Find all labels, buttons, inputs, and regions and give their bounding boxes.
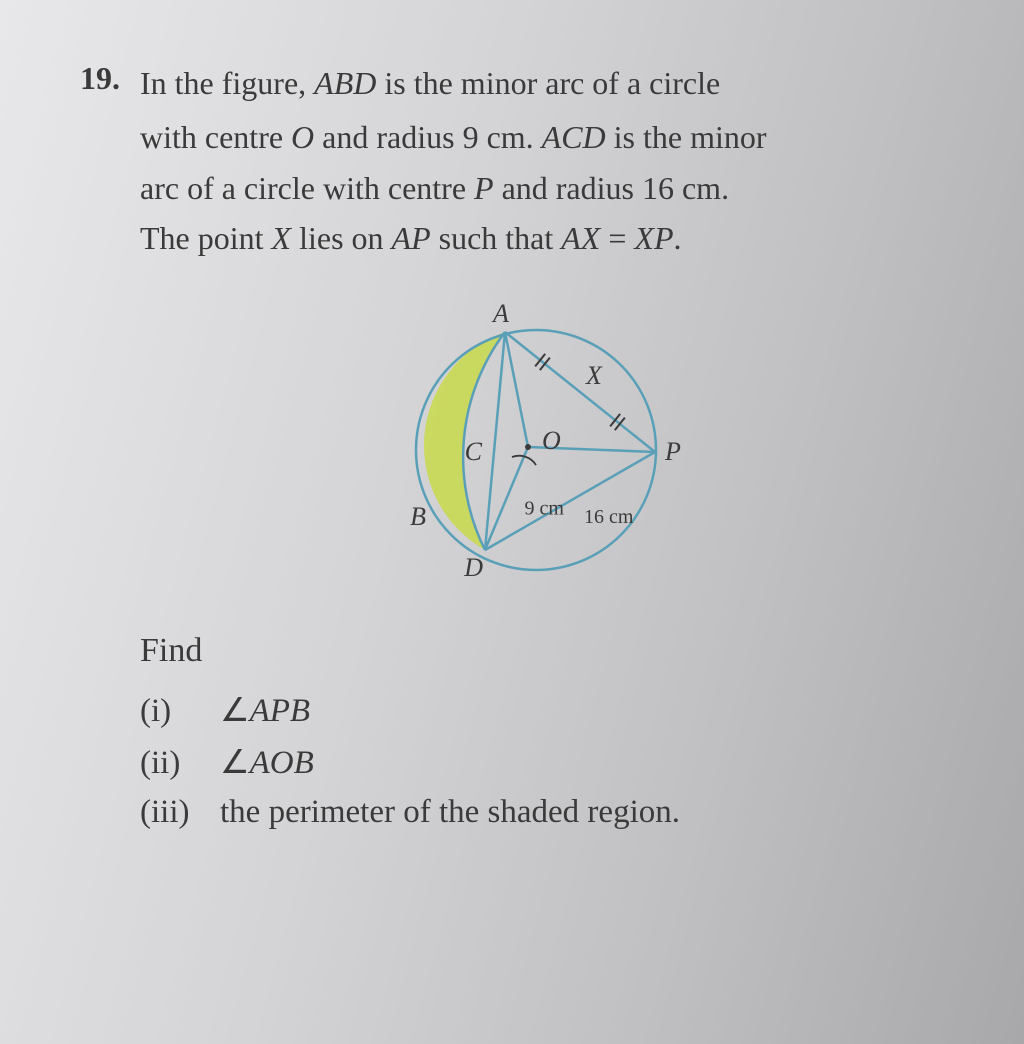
question-text-line-4: The point X lies on AP such that AX = XP… — [140, 215, 1000, 261]
text-fragment: with centre — [140, 119, 291, 155]
svg-text:A: A — [491, 299, 509, 328]
var-acd: ACD — [542, 119, 606, 155]
var-p: P — [474, 170, 494, 206]
text-fragment: such that — [431, 220, 562, 256]
geometry-diagram: A B C D O P X 9 cm 16 cm — [350, 292, 730, 592]
roman-i: (i) — [140, 693, 220, 730]
svg-text:B: B — [410, 502, 426, 531]
svg-text:O: O — [542, 426, 561, 455]
text-fragment: The point — [140, 220, 272, 256]
text-fragment: arc of a circle with centre — [140, 170, 474, 206]
text-fragment: is the minor arc of a circle — [376, 65, 720, 101]
question-first-line: 19. In the figure, ABD is the minor arc … — [80, 60, 1000, 106]
roman-ii: (ii) — [140, 745, 220, 782]
var-o: O — [291, 119, 314, 155]
text-fragment: is the minor — [606, 119, 767, 155]
find-label: Find — [140, 632, 1000, 670]
angle-aob: ∠AOB — [220, 742, 314, 782]
question-number: 19. — [80, 60, 140, 97]
text-fragment: and radius 16 cm. — [494, 170, 730, 206]
svg-text:P: P — [664, 437, 681, 466]
find-item-iii: (iii) the perimeter of the shaded region… — [140, 794, 1000, 831]
svg-text:16 cm: 16 cm — [584, 506, 634, 528]
angle-apb: ∠APB — [220, 690, 310, 730]
angle-text: AOB — [250, 745, 314, 781]
question-text-line-2: with centre O and radius 9 cm. ACD is th… — [140, 114, 1000, 160]
svg-text:X: X — [585, 361, 603, 390]
text-fragment: lies on — [291, 220, 391, 256]
page-content: 19. In the figure, ABD is the minor arc … — [80, 60, 1000, 831]
angle-symbol: ∠ — [220, 693, 250, 729]
var-x: X — [272, 220, 292, 256]
svg-text:D: D — [463, 553, 483, 582]
find-item-ii: (ii) ∠AOB — [140, 742, 1000, 782]
svg-text:9 cm: 9 cm — [525, 497, 565, 519]
find-item-i: (i) ∠APB — [140, 690, 1000, 730]
text-fragment: = — [600, 220, 634, 256]
figure-container: A B C D O P X 9 cm 16 cm — [80, 292, 1000, 592]
text-fragment: In the figure, — [140, 65, 314, 101]
perimeter-text: the perimeter of the shaded region. — [220, 794, 680, 831]
svg-text:C: C — [465, 437, 483, 466]
roman-iii: (iii) — [140, 794, 220, 831]
angle-text: APB — [250, 693, 310, 729]
question-text-line-1: In the figure, ABD is the minor arc of a… — [140, 60, 1000, 106]
text-fragment: and radius 9 cm. — [314, 119, 542, 155]
var-ap: AP — [392, 220, 431, 256]
text-fragment: . — [673, 220, 681, 256]
angle-symbol: ∠ — [220, 745, 250, 781]
var-xp: XP — [634, 220, 673, 256]
var-ax: AX — [561, 220, 600, 256]
question-text-line-3: arc of a circle with centre P and radius… — [140, 165, 1000, 211]
var-abd: ABD — [314, 65, 376, 101]
